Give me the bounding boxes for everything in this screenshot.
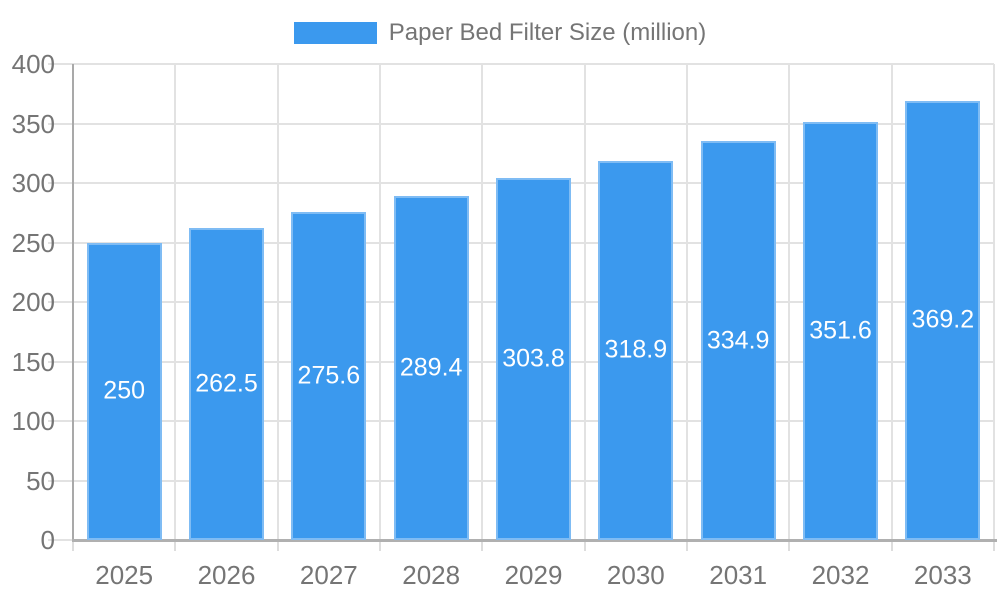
y-axis-tick-label: 0 [40, 525, 55, 555]
bar-2026: 262.5 [189, 227, 264, 540]
x-gridline [788, 64, 791, 540]
x-axis-tick [993, 540, 995, 551]
legend[interactable]: Paper Bed Filter Size (million) [0, 21, 1000, 45]
x-axis-tick [276, 540, 279, 551]
bar-2027: 275.6 [291, 212, 367, 540]
bar-2031: 334.9 [700, 141, 776, 540]
x-axis-tick-label: 2026 [197, 560, 256, 590]
x-axis-tick-label: 2029 [504, 560, 563, 590]
x-axis-tick-label: 2027 [299, 560, 358, 590]
x-axis-line [72, 539, 997, 542]
bar-value-label: 318.9 [604, 335, 668, 364]
bar-2025: 250 [86, 242, 162, 540]
legend-swatch [293, 22, 377, 44]
x-axis-tick-label: 2032 [811, 560, 870, 590]
y-axis-tick-label: 200 [11, 287, 55, 317]
bar-value-label: 369.2 [911, 305, 975, 334]
y-axis-tick-label: 250 [11, 227, 55, 258]
x-gridline [379, 64, 381, 540]
x-axis-tick [174, 540, 177, 551]
y-axis-tick-label: 50 [26, 465, 55, 496]
y-axis-tick-label: 150 [11, 346, 55, 377]
bar-2030: 318.9 [598, 160, 674, 540]
bar-2033: 369.2 [905, 100, 981, 540]
x-gridline [686, 64, 688, 540]
legend-label: Paper Bed Filter Size (million) [388, 19, 707, 46]
x-axis-tick-label: 2031 [709, 560, 768, 590]
x-gridline [276, 64, 279, 540]
x-gridline [583, 64, 586, 540]
y-axis-tick-label: 300 [11, 168, 55, 198]
bar-value-label: 303.8 [502, 344, 565, 373]
x-gridline [174, 64, 177, 540]
bar-value-label: 289.4 [399, 353, 463, 382]
bar-2029: 303.8 [496, 178, 571, 540]
bar-2032: 351.6 [803, 121, 878, 540]
x-gridline [481, 64, 484, 540]
x-gridline [890, 64, 893, 540]
y-axis-tick-label: 350 [11, 108, 55, 139]
y-axis-tick-label: 100 [11, 406, 55, 436]
x-axis-tick [686, 540, 688, 551]
y-gridline [48, 63, 994, 65]
bar-value-label: 351.6 [809, 316, 872, 345]
x-axis-tick [481, 540, 484, 551]
y-axis-line [72, 64, 74, 541]
bar-value-label: 250 [103, 376, 146, 405]
x-axis-tick [890, 540, 893, 551]
y-gridline [48, 122, 994, 125]
bar-value-label: 262.5 [195, 369, 258, 398]
bar-value-label: 334.9 [706, 326, 770, 355]
x-axis-tick [379, 540, 381, 551]
x-axis-tick [72, 540, 74, 551]
x-axis-tick-label: 2030 [606, 560, 665, 590]
x-axis-tick-label: 2033 [913, 560, 972, 590]
x-axis-tick [788, 540, 791, 551]
x-axis-tick-label: 2028 [402, 560, 461, 590]
bar-value-label: 275.6 [297, 361, 361, 390]
x-axis-tick [583, 540, 586, 551]
x-axis-tick-label: 2025 [95, 560, 154, 590]
x-gridline [993, 64, 995, 540]
y-axis-tick-label: 400 [11, 49, 55, 79]
bar-2028: 289.4 [393, 195, 469, 540]
